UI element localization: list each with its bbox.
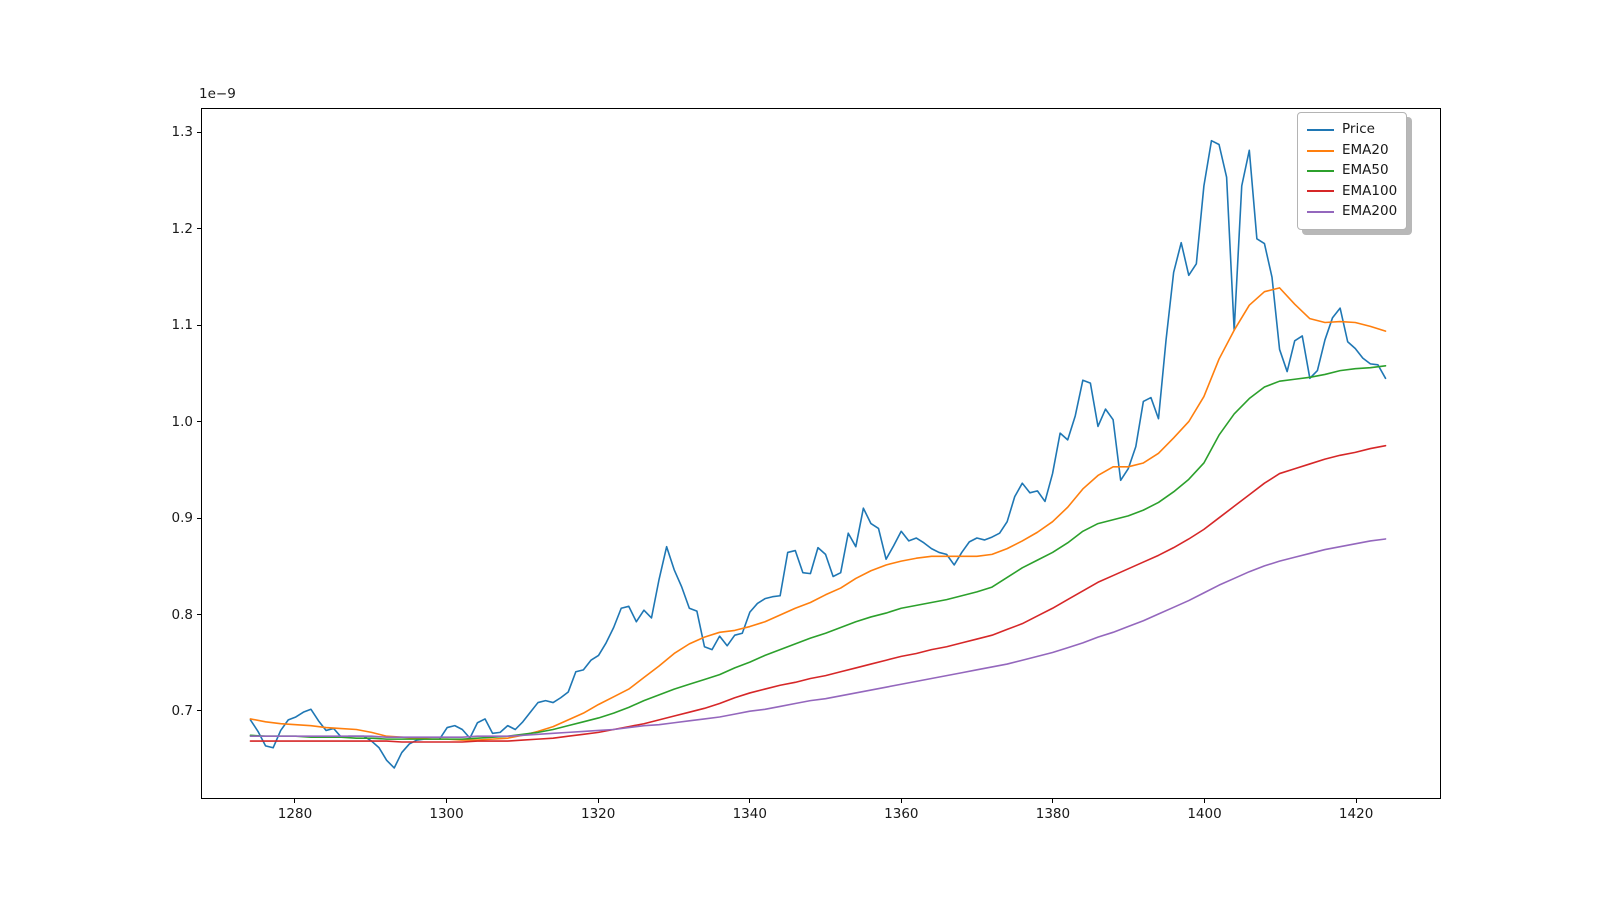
x-tick-label: 1340 xyxy=(732,806,767,822)
x-tick-mark xyxy=(446,799,448,803)
legend-entry-ema20: EMA20 xyxy=(1307,140,1396,160)
x-tick-label: 1400 xyxy=(1187,806,1222,822)
legend-entry-ema50: EMA50 xyxy=(1307,161,1396,181)
x-tick-label: 1320 xyxy=(580,806,616,822)
line-chart xyxy=(202,109,1440,798)
y-tick-label: 1.0 xyxy=(171,413,193,430)
x-tick-mark xyxy=(597,799,599,803)
series-line-ema20 xyxy=(250,288,1385,740)
x-tick-mark xyxy=(1052,799,1054,803)
y-tick-label: 1.1 xyxy=(171,317,193,334)
plot-area xyxy=(201,108,1441,799)
legend-label: EMA50 xyxy=(1342,162,1389,179)
y-tick-mark xyxy=(197,710,201,712)
legend-label: EMA100 xyxy=(1342,182,1398,199)
legend-entry-price: Price xyxy=(1307,120,1396,140)
y-tick-mark xyxy=(197,324,201,326)
ema50-line-sample xyxy=(1307,169,1334,172)
x-tick-mark xyxy=(900,799,902,803)
legend-label: EMA200 xyxy=(1342,203,1398,219)
legend-label: Price xyxy=(1342,121,1375,138)
series-line-ema200 xyxy=(250,539,1385,737)
series-line-ema100 xyxy=(250,446,1385,742)
x-tick-label: 1360 xyxy=(884,806,919,822)
y-tick-label: 1.2 xyxy=(171,220,193,237)
x-tick-mark xyxy=(294,799,296,803)
ema20-line-sample xyxy=(1307,149,1334,152)
y-tick-mark xyxy=(197,421,201,422)
y-tick-label: 1.3 xyxy=(171,124,193,141)
ema100-line-sample xyxy=(1307,190,1334,193)
x-tick-mark xyxy=(1355,799,1357,803)
x-tick-label: 1300 xyxy=(429,806,464,822)
x-tick-label: 1420 xyxy=(1338,806,1374,822)
legend-box: Price EMA20 EMA50 EMA100 EMA200 xyxy=(1297,112,1407,230)
series-line-ema50 xyxy=(250,366,1385,739)
x-tick-label: 1380 xyxy=(1035,806,1071,822)
series-line-price xyxy=(250,141,1385,768)
y-axis-offset-label: 1e−9 xyxy=(199,86,236,102)
legend-entry-ema200: EMA200 xyxy=(1307,202,1398,222)
ema200-line-sample xyxy=(1307,210,1334,213)
legend-label: EMA20 xyxy=(1342,141,1389,158)
y-tick-label: 0.9 xyxy=(171,510,193,526)
y-tick-label: 0.7 xyxy=(171,702,193,719)
legend-entry-ema100: EMA100 xyxy=(1307,181,1398,201)
price-line-sample xyxy=(1307,129,1334,132)
y-tick-mark xyxy=(197,228,201,230)
y-tick-mark xyxy=(197,517,201,519)
x-tick-mark xyxy=(749,799,751,803)
x-tick-mark xyxy=(1204,799,1206,803)
y-tick-mark xyxy=(197,614,201,615)
y-tick-label: 0.8 xyxy=(171,606,193,623)
y-tick-mark xyxy=(197,131,201,133)
x-tick-label: 1280 xyxy=(277,806,313,822)
